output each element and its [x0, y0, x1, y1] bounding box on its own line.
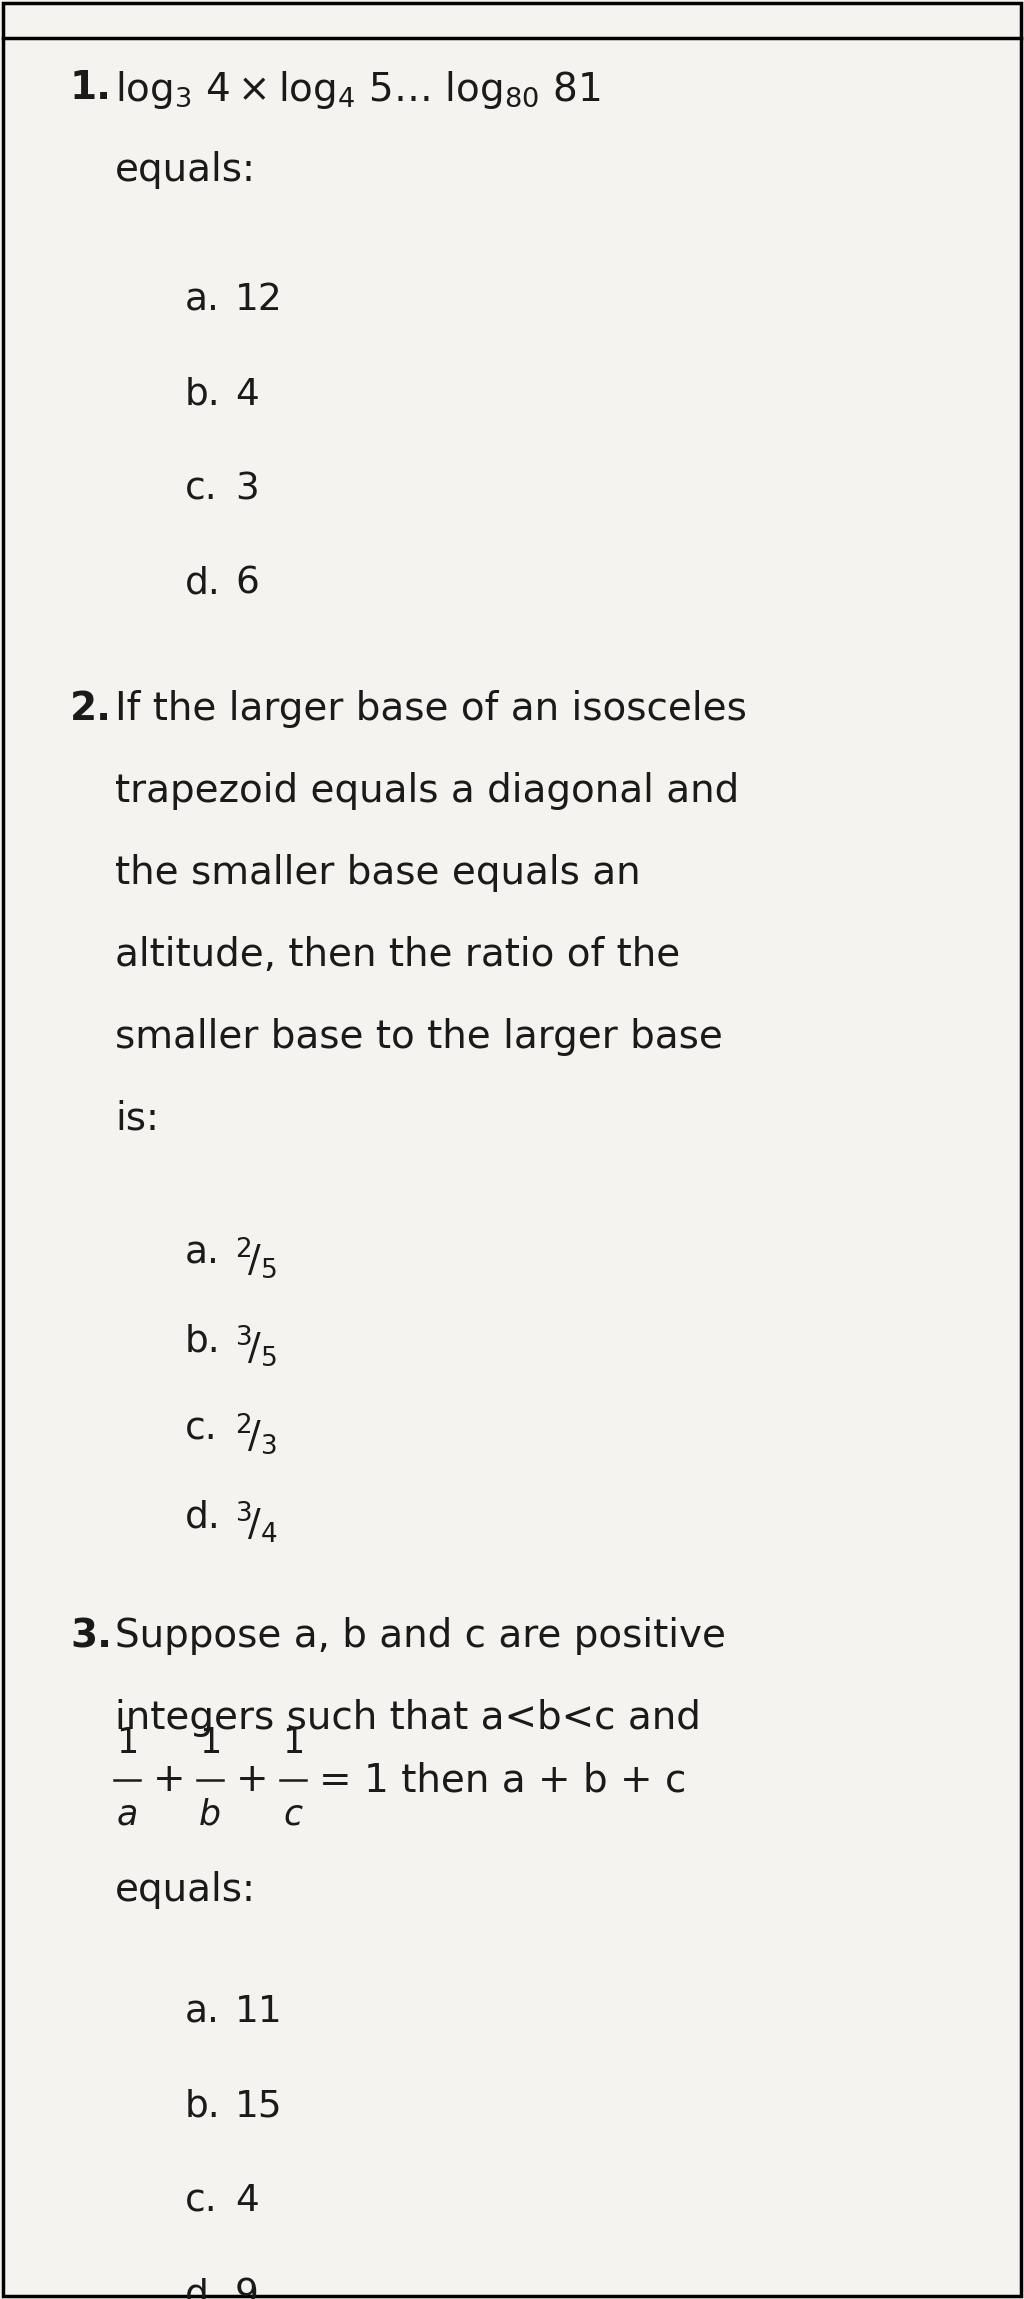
Text: smaller base to the larger base: smaller base to the larger base — [115, 1018, 723, 1055]
Text: $^2\!/_5$: $^2\!/_5$ — [234, 1235, 276, 1281]
Text: 12: 12 — [234, 283, 283, 317]
Text: 2.: 2. — [70, 690, 112, 729]
Text: b: b — [199, 1798, 221, 1830]
Text: integers such that a<b<c and: integers such that a<b<c and — [115, 1699, 700, 1738]
Text: 3.: 3. — [70, 1616, 112, 1655]
Text: $^2\!/_3$: $^2\!/_3$ — [234, 1412, 276, 1455]
Text: trapezoid equals a diagonal and: trapezoid equals a diagonal and — [115, 772, 739, 809]
Text: d.: d. — [185, 1499, 221, 1536]
Text: Suppose a, b and c are positive: Suppose a, b and c are positive — [115, 1616, 726, 1655]
Text: the smaller base equals an: the smaller base equals an — [115, 853, 641, 892]
Text: equals:: equals: — [115, 152, 256, 189]
Text: $\mathrm{log}_3\ 4 \times \mathrm{log}_4\ 5\ldots\ \mathrm{log}_{80}\ 81$: $\mathrm{log}_3\ 4 \times \mathrm{log}_4… — [115, 69, 601, 110]
Text: +: + — [236, 1761, 268, 1800]
Text: 1.: 1. — [70, 69, 112, 108]
Text: 1: 1 — [116, 1727, 138, 1761]
Text: $^3\!/_5$: $^3\!/_5$ — [234, 1324, 276, 1368]
FancyBboxPatch shape — [3, 2, 1021, 2297]
Text: c: c — [284, 1798, 302, 1830]
Text: 11: 11 — [234, 1993, 283, 2030]
Text: 4: 4 — [234, 377, 259, 412]
Text: = 1 then a + b + c: = 1 then a + b + c — [319, 1761, 686, 1800]
Text: 6: 6 — [234, 566, 259, 602]
Text: equals:: equals: — [115, 1871, 256, 1908]
Text: d.: d. — [185, 2278, 221, 2299]
Text: a: a — [117, 1798, 137, 1830]
Text: 1: 1 — [282, 1727, 304, 1761]
Text: a.: a. — [185, 1993, 220, 2030]
Text: 9: 9 — [234, 2278, 259, 2299]
Text: c.: c. — [185, 471, 218, 508]
Text: 4: 4 — [234, 2184, 259, 2219]
Text: d.: d. — [185, 566, 221, 602]
Text: 15: 15 — [234, 2090, 283, 2124]
Text: c.: c. — [185, 1412, 218, 1446]
Text: b.: b. — [185, 377, 220, 412]
Text: b.: b. — [185, 2090, 220, 2124]
Text: 1: 1 — [199, 1727, 221, 1761]
Text: +: + — [153, 1761, 185, 1800]
Text: c.: c. — [185, 2184, 218, 2219]
Text: a.: a. — [185, 283, 220, 317]
Text: $^3\!/_4$: $^3\!/_4$ — [234, 1499, 278, 1545]
Text: altitude, then the ratio of the: altitude, then the ratio of the — [115, 936, 680, 975]
Text: b.: b. — [185, 1324, 220, 1359]
Text: a.: a. — [185, 1235, 220, 1271]
Text: 3: 3 — [234, 471, 259, 508]
Text: If the larger base of an isosceles: If the larger base of an isosceles — [115, 690, 746, 729]
Text: is:: is: — [115, 1099, 159, 1138]
